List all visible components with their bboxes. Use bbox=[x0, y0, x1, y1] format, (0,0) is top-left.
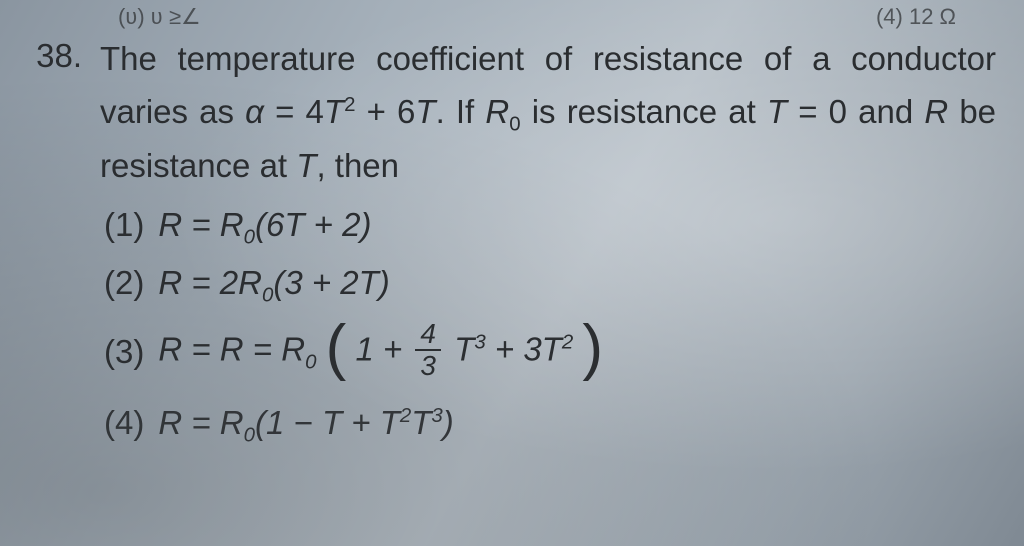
option-2-label: (2) bbox=[104, 264, 144, 302]
option-3-label: (3) bbox=[104, 333, 144, 371]
option-1-label: (1) bbox=[104, 206, 144, 244]
option-2-expression: R = 2R0(3 + 2T) bbox=[158, 264, 389, 302]
option-4-expression: R = R0(1 − T + T2T3) bbox=[158, 404, 453, 442]
option-3: (3) R = R = R0 ( 1 + 4 3 T3 + 3T2 ) bbox=[104, 322, 996, 382]
option-3-expression: R = R = R0 ( 1 + 4 3 T3 + 3T2 ) bbox=[158, 322, 603, 382]
page: (ʋ) ʋ ≥∠ (4) 12 Ω 38. The temperature co… bbox=[0, 0, 1024, 462]
option-4: (4) R = R0(1 − T + T2T3) bbox=[104, 404, 996, 442]
option-1-expression: R = R0(6T + 2) bbox=[158, 206, 371, 244]
previous-question-cutoff: (ʋ) ʋ ≥∠ (4) 12 Ω bbox=[28, 4, 996, 26]
question-body: The temperature coefficient of resistanc… bbox=[100, 32, 996, 462]
option-4-label: (4) bbox=[104, 404, 144, 442]
question-stem: The temperature coefficient of resistanc… bbox=[100, 32, 996, 192]
fraction: 4 3 bbox=[415, 320, 441, 380]
question-number: 38. bbox=[28, 32, 82, 80]
right-paren-icon: ) bbox=[582, 313, 603, 382]
cutoff-right: (4) 12 Ω bbox=[876, 4, 956, 26]
cutoff-left: (ʋ) ʋ ≥∠ bbox=[118, 4, 201, 26]
question-row: 38. The temperature coefficient of resis… bbox=[28, 32, 996, 462]
left-paren-icon: ( bbox=[326, 313, 347, 382]
option-2: (2) R = 2R0(3 + 2T) bbox=[104, 264, 996, 302]
options: (1) R = R0(6T + 2) (2) R = 2R0(3 + 2T) (… bbox=[100, 206, 996, 442]
option-1: (1) R = R0(6T + 2) bbox=[104, 206, 996, 244]
